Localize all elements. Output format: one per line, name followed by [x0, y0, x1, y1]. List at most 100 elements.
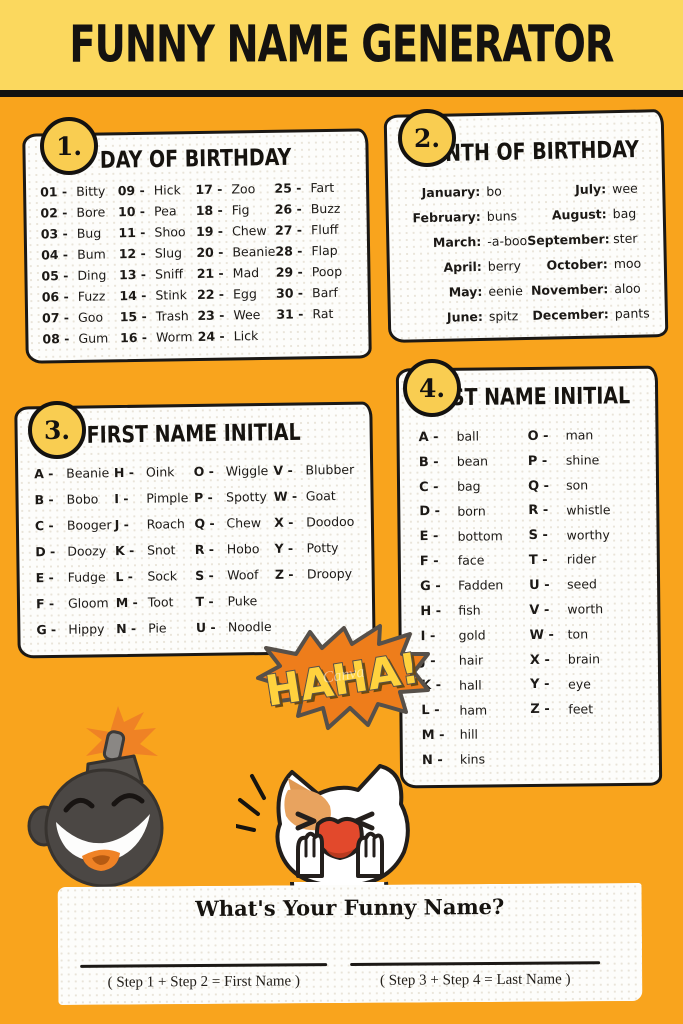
entry-value: face — [457, 552, 485, 569]
entry-value: Fadden — [458, 577, 504, 594]
entry-key: H - — [113, 464, 135, 480]
entry-value: ham — [459, 702, 488, 718]
entry-value: Sock — [147, 568, 178, 584]
funny-name-panel: What's Your Funny Name? ( Step 1 + Step … — [57, 882, 643, 1006]
entry-key: 30 - — [275, 285, 304, 302]
entry-value: Goo — [77, 309, 104, 326]
last-initial-entry: V - worth — [529, 597, 638, 623]
entry-key: 24 - — [197, 328, 225, 345]
day-entry: 19 - Chew — [196, 221, 275, 243]
first-initial-entry: K - Snot — [115, 537, 195, 564]
first-initial-entry: S - Woof — [195, 562, 275, 589]
entry-key: J - — [114, 516, 129, 532]
day-entry: 21 - Mad — [197, 263, 276, 285]
entry-key: 31 - — [276, 306, 304, 323]
entry-value: ster — [613, 230, 638, 247]
last-initial-entry: O - man — [527, 423, 636, 449]
first-initial-entry: X - Doodoo — [274, 509, 355, 536]
entry-key: X - — [529, 652, 550, 668]
entry-key: 26 - — [274, 201, 302, 218]
entry-key: L - — [115, 568, 134, 584]
entry-value: fish — [458, 602, 481, 618]
first-initial-entry: Z - Droopy — [275, 561, 356, 588]
entry-key: 11 - — [118, 225, 146, 241]
entry-key: November: — [530, 281, 609, 299]
entry-key: 23 - — [197, 307, 225, 324]
entry-value: bag — [456, 478, 481, 494]
entry-value: Flap — [311, 243, 338, 259]
entry-value: buns — [486, 208, 518, 225]
entry-key: Q - — [527, 478, 550, 494]
entry-value: whistle — [566, 501, 611, 518]
entry-key: I - — [114, 490, 129, 506]
day-entry: 20 - Beanie — [196, 242, 275, 264]
entry-value: -a-boo — [487, 233, 528, 250]
entry-key: A - — [34, 465, 54, 481]
day-entry: 28 - Flap — [275, 241, 353, 263]
day-entry: 07 - Goo — [42, 307, 120, 329]
entry-value: brain — [567, 651, 601, 667]
entry-key: 16 - — [119, 330, 148, 346]
entry-key: April: — [443, 259, 482, 275]
entry-value: Wee — [233, 307, 261, 323]
entry-value: Wiggle — [225, 462, 269, 479]
day-entry: 10 - Pea — [118, 201, 196, 223]
entry-key: F - — [419, 554, 439, 570]
entry-key: C - — [34, 517, 54, 533]
entry-value: ton — [567, 626, 589, 642]
emphasis-lines — [236, 774, 266, 832]
entry-value: Roach — [146, 515, 186, 532]
entry-key: A - — [418, 429, 439, 446]
first-initial-entry: B - Bobo — [34, 486, 114, 513]
last-initial-entry: K - hall — [421, 673, 530, 699]
entry-key: U - — [195, 619, 216, 635]
last-initial-entry: D - born — [419, 499, 528, 525]
entry-key: R - — [194, 541, 215, 557]
entry-value: Gloom — [67, 594, 109, 611]
last-initial-entry: M - hill — [422, 722, 531, 748]
entry-key: F - — [35, 595, 55, 611]
entry-value: Sniff — [154, 266, 184, 282]
entry-key: 22 - — [196, 286, 225, 303]
entry-value: spitz — [488, 308, 519, 325]
entry-key: N - — [116, 620, 137, 636]
first-initial-entry: P - Spotty — [194, 484, 274, 511]
entry-value: Potty — [306, 539, 339, 556]
entry-value: man — [565, 427, 594, 443]
entry-value: Blubber — [305, 461, 355, 478]
entry-key: W - — [529, 627, 554, 643]
last-initial-entry: R - whistle — [528, 497, 637, 523]
entry-key: P - — [193, 489, 213, 505]
cat-right-paw-lines — [364, 837, 376, 858]
entry-key: 28 - — [275, 243, 303, 260]
entry-value: son — [565, 477, 589, 493]
entry-key: October: — [546, 256, 608, 273]
entry-key: Z - — [274, 566, 294, 582]
entry-value: Fart — [310, 180, 335, 196]
month-entry: April: berry — [402, 254, 528, 282]
last-initial-entry: Q - son — [528, 473, 637, 499]
entry-key: Z - — [530, 702, 550, 718]
cat-right-paw — [356, 831, 384, 878]
cat-tongue — [326, 849, 354, 858]
entry-key: 10 - — [117, 204, 146, 220]
entry-value: bottom — [457, 527, 503, 544]
entry-key: G - — [36, 621, 57, 637]
entry-value: Poop — [311, 263, 343, 280]
entry-value: hall — [459, 677, 482, 693]
month-entry: June: spitz — [403, 304, 529, 332]
entry-key: V - — [529, 602, 550, 618]
month-entry: November: aloo — [528, 276, 653, 304]
day-entry: 26 - Buzz — [275, 199, 353, 221]
entry-value: Fig — [231, 202, 250, 218]
last-initial-entry: U - seed — [529, 572, 638, 598]
day-list: 01 - Bitty 02 - Bore 03 - Bug 04 - Bum — [38, 178, 357, 351]
entry-value: bo — [486, 183, 503, 200]
entry-key: V - — [273, 462, 293, 478]
entry-value: Booger — [66, 516, 112, 533]
entry-value: Lick — [233, 328, 259, 344]
entry-value: Bobo — [66, 491, 99, 507]
entry-key: September: — [527, 231, 610, 249]
entry-value: Rat — [312, 306, 334, 322]
